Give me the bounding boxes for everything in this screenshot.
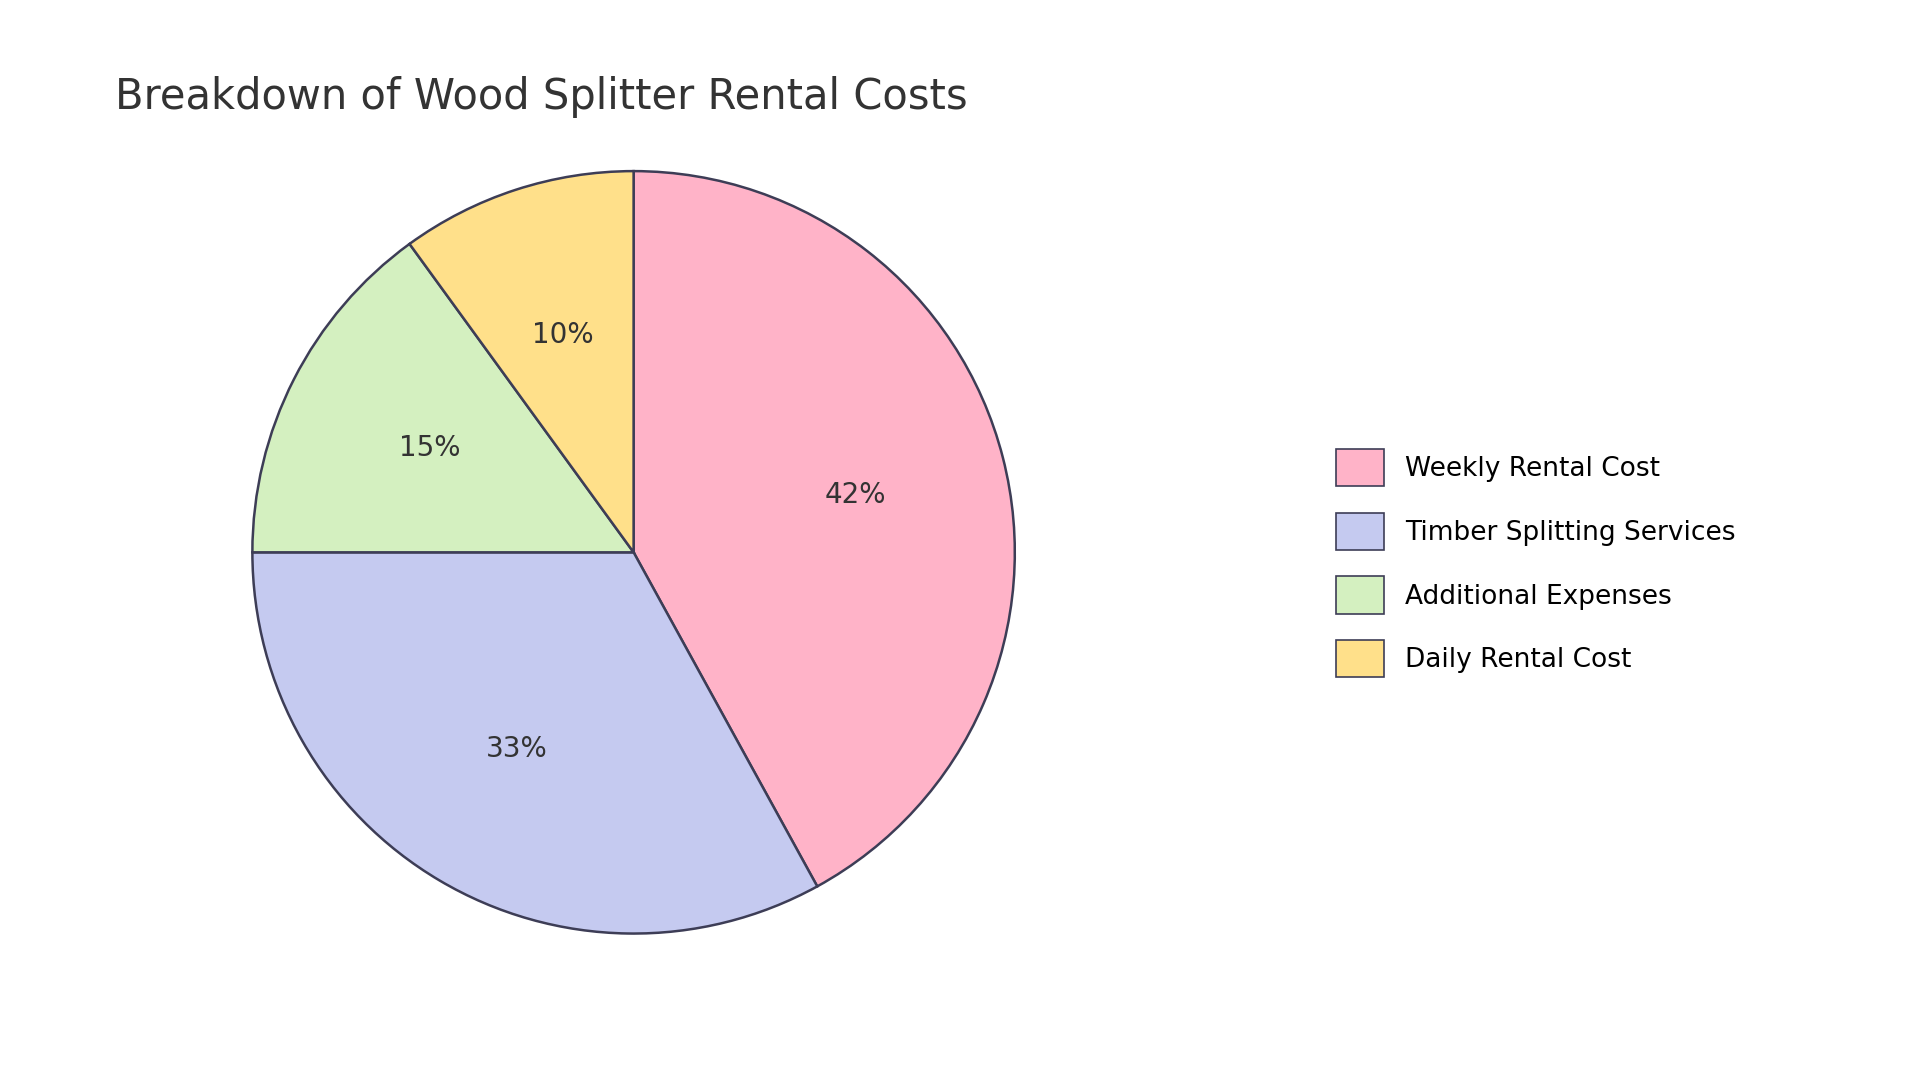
Wedge shape	[634, 171, 1016, 886]
Text: Breakdown of Wood Splitter Rental Costs: Breakdown of Wood Splitter Rental Costs	[115, 76, 968, 118]
Text: 15%: 15%	[399, 434, 461, 462]
Text: 33%: 33%	[486, 735, 547, 764]
Legend: Weekly Rental Cost, Timber Splitting Services, Additional Expenses, Daily Rental: Weekly Rental Cost, Timber Splitting Ser…	[1309, 422, 1763, 704]
Text: 10%: 10%	[532, 321, 593, 349]
Text: 42%: 42%	[824, 482, 885, 509]
Wedge shape	[252, 244, 634, 552]
Wedge shape	[252, 552, 818, 934]
Wedge shape	[409, 171, 634, 552]
